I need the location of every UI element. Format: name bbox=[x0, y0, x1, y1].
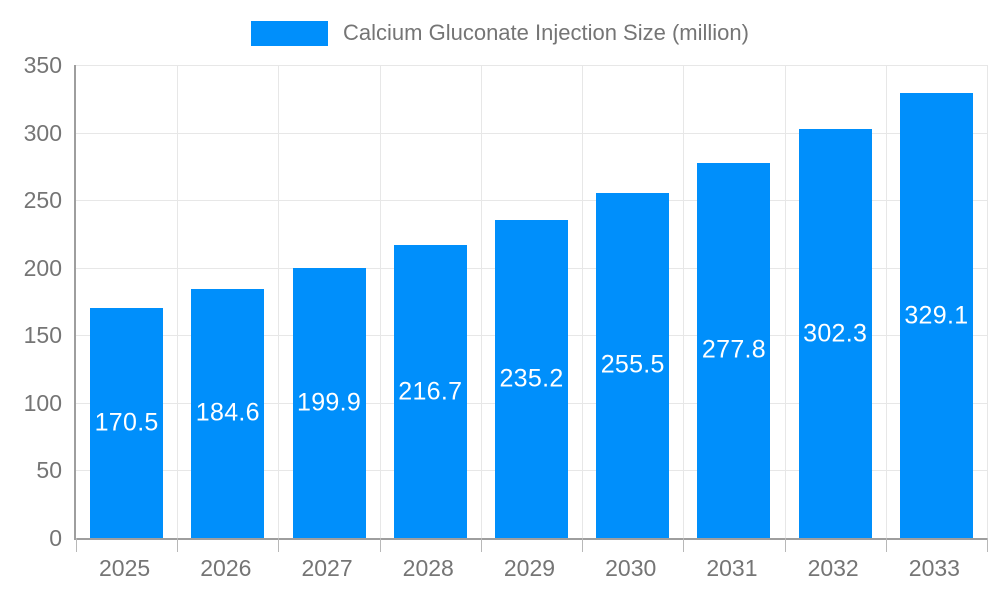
plot-area: 170.5 184.6 199.9 216.7 235.2 255.5 277.8 302.3… bbox=[74, 65, 988, 552]
bar[interactable]: 277.8 bbox=[697, 162, 771, 538]
axis-tick bbox=[379, 538, 381, 552]
bar[interactable]: 184.6 bbox=[191, 288, 265, 538]
axis-tick bbox=[76, 538, 77, 552]
bar[interactable]: 329.1 bbox=[899, 93, 973, 538]
x-tick-label: 2029 bbox=[503, 555, 556, 581]
bar[interactable]: 216.7 bbox=[393, 245, 467, 538]
bar[interactable]: 235.2 bbox=[495, 220, 568, 538]
bar[interactable]: 170.5 bbox=[90, 307, 164, 538]
bar-value-label: 277.8 bbox=[701, 335, 766, 364]
bar-value-label: 329.1 bbox=[904, 301, 969, 330]
y-tick-label: 350 bbox=[23, 52, 62, 78]
h-gridline bbox=[76, 132, 987, 134]
h-gridline bbox=[76, 65, 987, 66]
bar[interactable]: 302.3 bbox=[798, 129, 872, 538]
y-tick-label: 50 bbox=[36, 457, 62, 484]
v-gridline bbox=[885, 65, 887, 538]
x-axis-labels: 2025 2026 2027 2028 2029 2030 2031 2032 2033 bbox=[74, 552, 985, 584]
bar-value-label: 184.6 bbox=[195, 398, 260, 427]
x-tick-label: 2033 bbox=[908, 555, 960, 581]
axis-tick bbox=[987, 538, 988, 552]
y-tick-label: 250 bbox=[23, 187, 62, 214]
y-tick-label: 200 bbox=[23, 254, 62, 281]
legend-series-label: Calcium Gluconate Injection Size (millio… bbox=[343, 20, 749, 45]
x-tick-label: 2030 bbox=[605, 555, 657, 581]
axis-tick bbox=[177, 538, 179, 552]
axis-tick bbox=[582, 538, 584, 552]
legend-swatch bbox=[251, 20, 329, 46]
bar-value-label: 255.5 bbox=[600, 350, 665, 379]
v-gridline bbox=[278, 65, 280, 538]
axis-tick bbox=[683, 538, 685, 552]
bar-value-label: 216.7 bbox=[398, 377, 463, 406]
bar-value-label: 199.9 bbox=[297, 388, 362, 417]
axis-tick bbox=[784, 538, 786, 552]
v-gridline bbox=[987, 65, 988, 538]
v-gridline bbox=[379, 65, 381, 538]
axis-tick bbox=[885, 538, 887, 552]
bar[interactable]: 255.5 bbox=[596, 192, 670, 538]
y-tick-label: 300 bbox=[23, 119, 62, 146]
y-tick-label: 150 bbox=[23, 322, 62, 349]
v-gridline bbox=[784, 65, 786, 538]
v-gridline bbox=[480, 65, 482, 538]
y-tick-label: 0 bbox=[49, 525, 62, 551]
bar-value-label: 302.3 bbox=[803, 319, 868, 348]
legend[interactable]: Calcium Gluconate Injection Size (millio… bbox=[0, 20, 1000, 46]
x-tick-label: 2031 bbox=[706, 555, 758, 581]
bar[interactable]: 199.9 bbox=[292, 267, 366, 538]
axis-tick bbox=[480, 538, 482, 552]
x-tick-label: 2026 bbox=[200, 555, 252, 581]
axis-tick bbox=[278, 538, 280, 552]
x-tick-label: 2027 bbox=[301, 555, 353, 581]
v-gridline bbox=[177, 65, 179, 538]
y-tick-label: 100 bbox=[23, 389, 62, 416]
x-tick-label: 2025 bbox=[99, 555, 151, 581]
bar-value-label: 235.2 bbox=[499, 364, 564, 393]
x-tick-label: 2032 bbox=[807, 555, 859, 581]
v-gridline bbox=[582, 65, 584, 538]
h-gridline bbox=[76, 200, 987, 202]
v-gridline bbox=[683, 65, 685, 538]
y-axis-labels: 0 50 100 150 200 250 300 350 bbox=[0, 53, 62, 550]
x-tick-label: 2028 bbox=[402, 555, 454, 581]
bar-value-label: 170.5 bbox=[94, 408, 159, 437]
